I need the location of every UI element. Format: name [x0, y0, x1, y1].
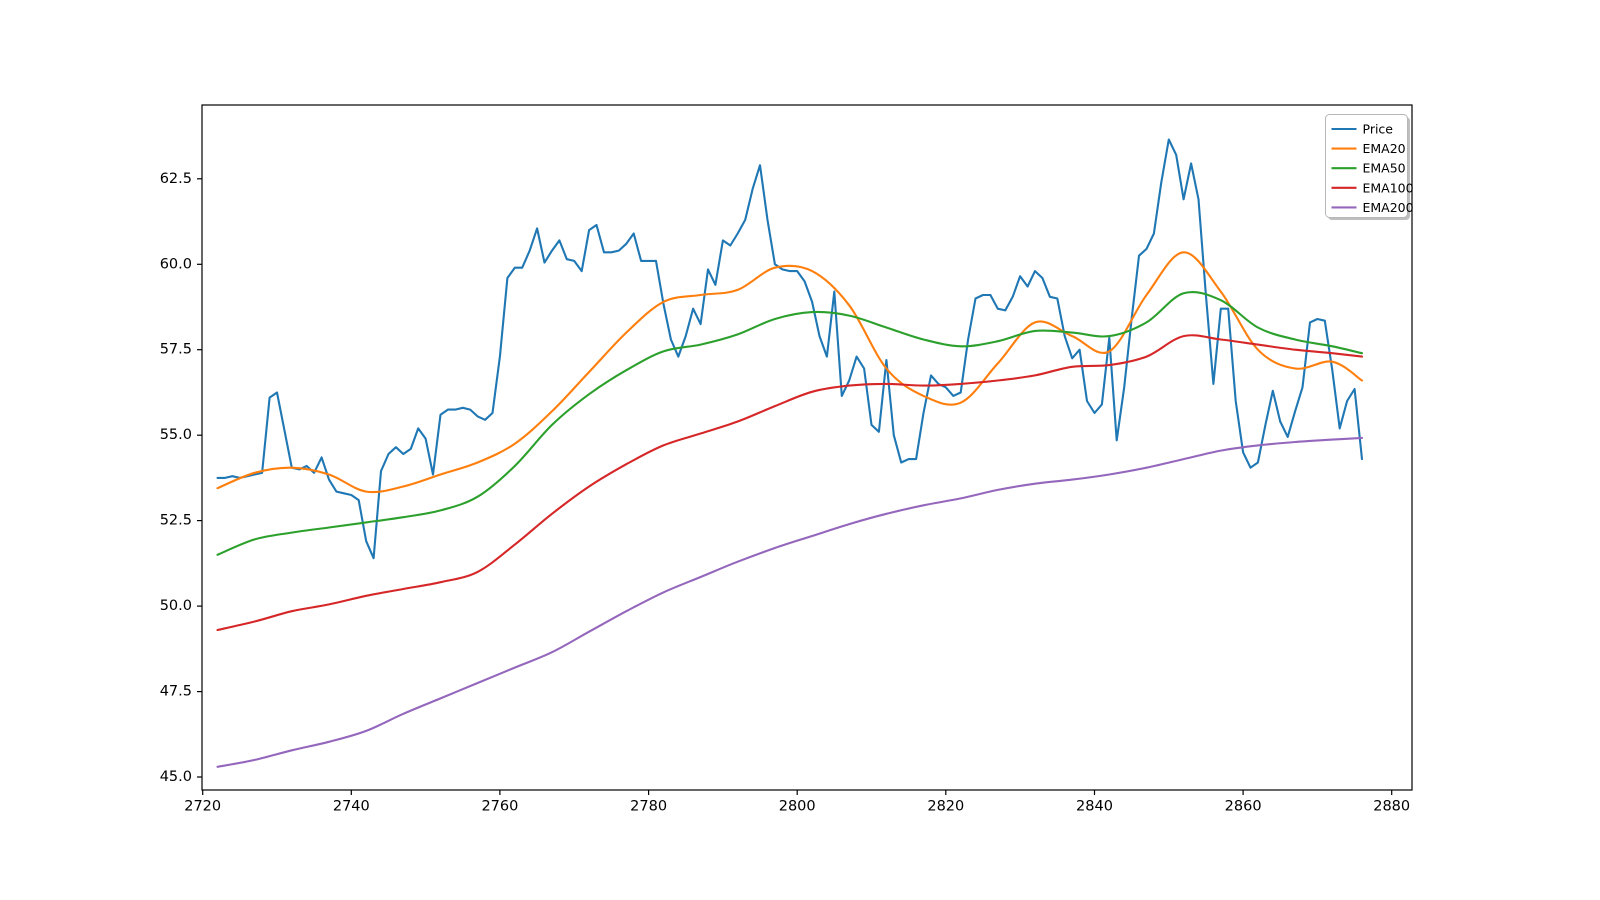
- legend-label-ema100: EMA100: [1363, 180, 1414, 195]
- x-tick-label: 2760: [481, 799, 518, 815]
- x-tick-label: 2740: [333, 799, 370, 815]
- y-tick-label: 55.0: [160, 427, 192, 443]
- x-tick-label: 2860: [1225, 799, 1262, 815]
- x-tick-label: 2800: [779, 799, 816, 815]
- y-tick-label: 57.5: [160, 342, 192, 358]
- x-tick-label: 2820: [927, 799, 964, 815]
- y-tick-label: 50.0: [160, 598, 192, 614]
- ema50-line: [216, 290, 1364, 556]
- y-tick-label: 47.5: [160, 684, 192, 700]
- legend-label-ema200: EMA200: [1363, 200, 1414, 215]
- legend-box: [1325, 114, 1408, 218]
- y-tick-label: 45.0: [160, 769, 192, 785]
- legend-label-price: Price: [1363, 122, 1394, 137]
- x-tick-label: 2780: [630, 799, 667, 815]
- y-tick-label: 52.5: [160, 513, 192, 529]
- ema20-line: [216, 251, 1364, 494]
- x-tick-label: 2720: [184, 799, 221, 815]
- x-tick-label: 2840: [1076, 799, 1113, 815]
- price-line: [216, 138, 1364, 560]
- x-tick-label: 2880: [1373, 799, 1410, 815]
- plot-border: [201, 104, 1413, 791]
- ema200-line: [216, 436, 1364, 768]
- legend-label-ema50: EMA50: [1363, 161, 1406, 176]
- ema100-line: [216, 334, 1364, 632]
- y-tick-label: 62.5: [160, 171, 192, 187]
- legend-label-ema20: EMA20: [1363, 141, 1406, 156]
- y-tick-label: 60.0: [160, 256, 192, 272]
